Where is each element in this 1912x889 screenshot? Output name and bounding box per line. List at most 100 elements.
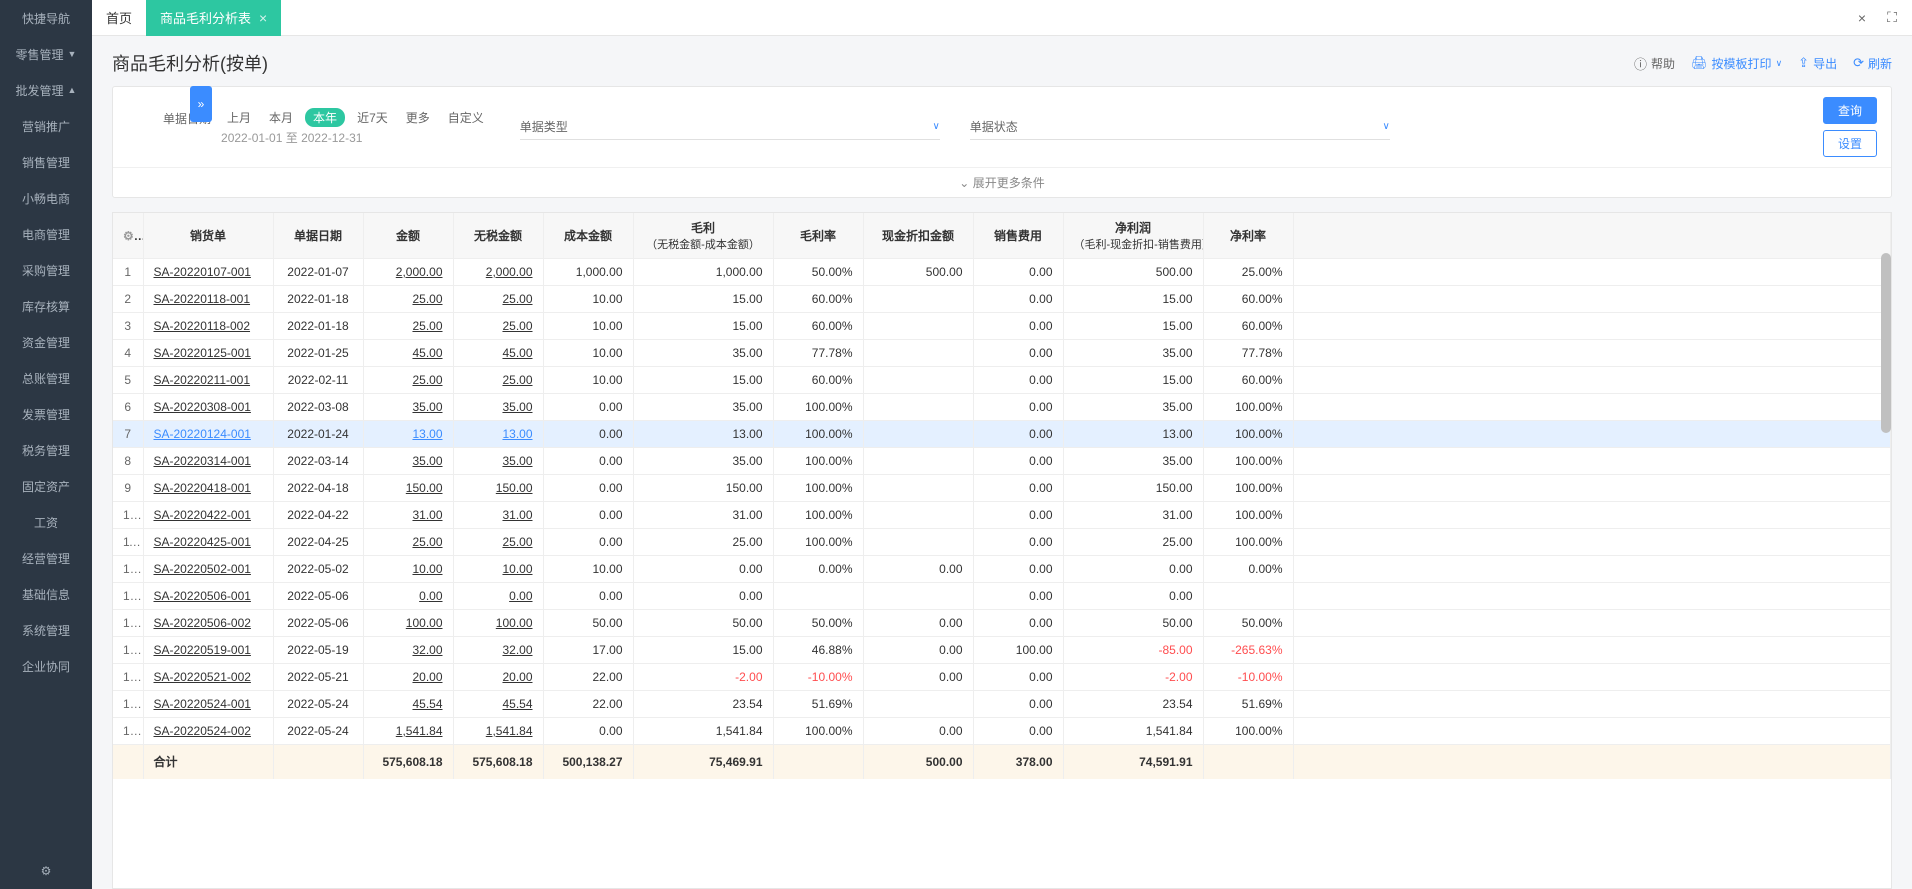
notax-link[interactable]: 100.00 bbox=[496, 616, 533, 630]
date-chip-4[interactable]: 更多 bbox=[400, 108, 436, 127]
notax-link[interactable]: 45.54 bbox=[502, 697, 532, 711]
query-button[interactable]: 查询 bbox=[1823, 97, 1877, 124]
fullscreen-icon[interactable]: ⛶ bbox=[1880, 6, 1904, 30]
sidebar-item-8[interactable]: 库存核算 bbox=[0, 288, 92, 324]
notax-link[interactable]: 13.00 bbox=[502, 427, 532, 441]
sidebar-item-12[interactable]: 税务管理 bbox=[0, 432, 92, 468]
notax-link[interactable]: 25.00 bbox=[502, 319, 532, 333]
table-row[interactable]: 7 SA-20220124-001 2022-01-24 13.00 13.00… bbox=[113, 421, 1891, 448]
doc-link[interactable]: SA-20220125-001 bbox=[154, 346, 251, 360]
amount-link[interactable]: 20.00 bbox=[412, 670, 442, 684]
sidebar-item-11[interactable]: 发票管理 bbox=[0, 396, 92, 432]
doc-link[interactable]: SA-20220107-001 bbox=[154, 265, 251, 279]
col-netprofit[interactable]: 净利润（毛利-现金折扣-销售费用） bbox=[1063, 213, 1203, 259]
sidebar-item-6[interactable]: 电商管理 bbox=[0, 216, 92, 252]
notax-link[interactable]: 150.00 bbox=[496, 481, 533, 495]
amount-link[interactable]: 25.00 bbox=[412, 292, 442, 306]
amount-link[interactable]: 25.00 bbox=[412, 535, 442, 549]
amount-link[interactable]: 25.00 bbox=[412, 373, 442, 387]
doc-link[interactable]: SA-20220506-001 bbox=[154, 589, 251, 603]
date-chip-0[interactable]: 上月 bbox=[221, 108, 257, 127]
doc-link[interactable]: SA-20220211-001 bbox=[154, 373, 251, 387]
col-grossrate[interactable]: 毛利率 bbox=[773, 213, 863, 259]
table-row[interactable]: 9 SA-20220418-001 2022-04-18 150.00 150.… bbox=[113, 475, 1891, 502]
tab-home[interactable]: 首页 bbox=[92, 0, 146, 36]
amount-link[interactable]: 45.00 bbox=[412, 346, 442, 360]
doc-link[interactable]: SA-20220524-001 bbox=[154, 697, 251, 711]
print-template-button[interactable]: 🖨 按模板打印 ∨ bbox=[1691, 55, 1782, 72]
sidebar-item-13[interactable]: 固定资产 bbox=[0, 468, 92, 504]
refresh-button[interactable]: ⟳ 刷新 bbox=[1853, 55, 1892, 72]
table-row[interactable]: 11 SA-20220425-001 2022-04-25 25.00 25.0… bbox=[113, 529, 1891, 556]
col-amount[interactable]: 金额 bbox=[363, 213, 453, 259]
table-row[interactable]: 18 SA-20220524-002 2022-05-24 1,541.84 1… bbox=[113, 718, 1891, 745]
amount-link[interactable]: 31.00 bbox=[412, 508, 442, 522]
doc-link[interactable]: SA-20220422-001 bbox=[154, 508, 251, 522]
scrollbar-thumb[interactable] bbox=[1881, 253, 1891, 433]
col-notax[interactable]: 无税金额 bbox=[453, 213, 543, 259]
amount-link[interactable]: 0.00 bbox=[419, 589, 442, 603]
doc-link[interactable]: SA-20220118-002 bbox=[154, 319, 251, 333]
doc-type-select[interactable]: 单据类型 ∨ bbox=[520, 114, 940, 140]
col-cashdisc[interactable]: 现金折扣金额 bbox=[863, 213, 973, 259]
amount-link[interactable]: 35.00 bbox=[412, 454, 442, 468]
table-row[interactable]: 13 SA-20220506-001 2022-05-06 0.00 0.00 … bbox=[113, 583, 1891, 610]
col-netrate[interactable]: 净利率 bbox=[1203, 213, 1293, 259]
close-icon[interactable]: × bbox=[259, 10, 267, 26]
notax-link[interactable]: 20.00 bbox=[502, 670, 532, 684]
table-row[interactable]: 15 SA-20220519-001 2022-05-19 32.00 32.0… bbox=[113, 637, 1891, 664]
table-row[interactable]: 5 SA-20220211-001 2022-02-11 25.00 25.00… bbox=[113, 367, 1891, 394]
table-row[interactable]: 10 SA-20220422-001 2022-04-22 31.00 31.0… bbox=[113, 502, 1891, 529]
sidebar-item-10[interactable]: 总账管理 bbox=[0, 360, 92, 396]
notax-link[interactable]: 25.00 bbox=[502, 292, 532, 306]
setting-button[interactable]: 设置 bbox=[1823, 130, 1877, 157]
doc-link[interactable]: SA-20220418-001 bbox=[154, 481, 251, 495]
notax-link[interactable]: 2,000.00 bbox=[486, 265, 533, 279]
table-row[interactable]: 2 SA-20220118-001 2022-01-18 25.00 25.00… bbox=[113, 286, 1891, 313]
sidebar-item-16[interactable]: 基础信息 bbox=[0, 576, 92, 612]
table-row[interactable]: 3 SA-20220118-002 2022-01-18 25.00 25.00… bbox=[113, 313, 1891, 340]
doc-link[interactable]: SA-20220502-001 bbox=[154, 562, 251, 576]
table-row[interactable]: 4 SA-20220125-001 2022-01-25 45.00 45.00… bbox=[113, 340, 1891, 367]
doc-link[interactable]: SA-20220118-001 bbox=[154, 292, 251, 306]
sidebar-item-4[interactable]: 销售管理 bbox=[0, 144, 92, 180]
sidebar-item-9[interactable]: 资金管理 bbox=[0, 324, 92, 360]
amount-link[interactable]: 32.00 bbox=[412, 643, 442, 657]
date-chip-3[interactable]: 近7天 bbox=[351, 108, 394, 127]
export-button[interactable]: ⇪ 导出 bbox=[1798, 55, 1837, 72]
sidebar-item-14[interactable]: 工资 bbox=[0, 504, 92, 540]
sidebar-toggle[interactable]: » bbox=[190, 86, 212, 122]
col-cost[interactable]: 成本金额 bbox=[543, 213, 633, 259]
sidebar-item-2[interactable]: 批发管理▲ bbox=[0, 72, 92, 108]
table-row[interactable]: 14 SA-20220506-002 2022-05-06 100.00 100… bbox=[113, 610, 1891, 637]
table-row[interactable]: 12 SA-20220502-001 2022-05-02 10.00 10.0… bbox=[113, 556, 1891, 583]
amount-link[interactable]: 150.00 bbox=[406, 481, 443, 495]
notax-link[interactable]: 1,541.84 bbox=[486, 724, 533, 738]
table-row[interactable]: 8 SA-20220314-001 2022-03-14 35.00 35.00… bbox=[113, 448, 1891, 475]
doc-link[interactable]: SA-20220308-001 bbox=[154, 400, 251, 414]
amount-link[interactable]: 100.00 bbox=[406, 616, 443, 630]
doc-status-select[interactable]: 单据状态 ∨ bbox=[970, 114, 1390, 140]
sidebar-item-3[interactable]: 营销推广 bbox=[0, 108, 92, 144]
doc-link[interactable]: SA-20220524-002 bbox=[154, 724, 251, 738]
date-chip-2[interactable]: 本年 bbox=[305, 108, 345, 127]
col-doc[interactable]: 销货单 bbox=[143, 213, 273, 259]
notax-link[interactable]: 35.00 bbox=[502, 400, 532, 414]
notax-link[interactable]: 32.00 bbox=[502, 643, 532, 657]
amount-link[interactable]: 25.00 bbox=[412, 319, 442, 333]
date-chip-5[interactable]: 自定义 bbox=[442, 108, 490, 127]
doc-link[interactable]: SA-20220506-002 bbox=[154, 616, 251, 630]
col-saleexp[interactable]: 销售费用 bbox=[973, 213, 1063, 259]
tab-active[interactable]: 商品毛利分析表 × bbox=[146, 0, 281, 36]
col-date[interactable]: 单据日期 bbox=[273, 213, 363, 259]
doc-link[interactable]: SA-20220314-001 bbox=[154, 454, 251, 468]
amount-link[interactable]: 1,541.84 bbox=[396, 724, 443, 738]
notax-link[interactable]: 10.00 bbox=[502, 562, 532, 576]
doc-link[interactable]: SA-20220519-001 bbox=[154, 643, 251, 657]
sidebar-item-7[interactable]: 采购管理 bbox=[0, 252, 92, 288]
col-gross[interactable]: 毛利（无税金额-成本金额） bbox=[633, 213, 773, 259]
sidebar-item-17[interactable]: 系统管理 bbox=[0, 612, 92, 648]
sidebar-item-5[interactable]: 小畅电商 bbox=[0, 180, 92, 216]
notax-link[interactable]: 25.00 bbox=[502, 373, 532, 387]
notax-link[interactable]: 31.00 bbox=[502, 508, 532, 522]
